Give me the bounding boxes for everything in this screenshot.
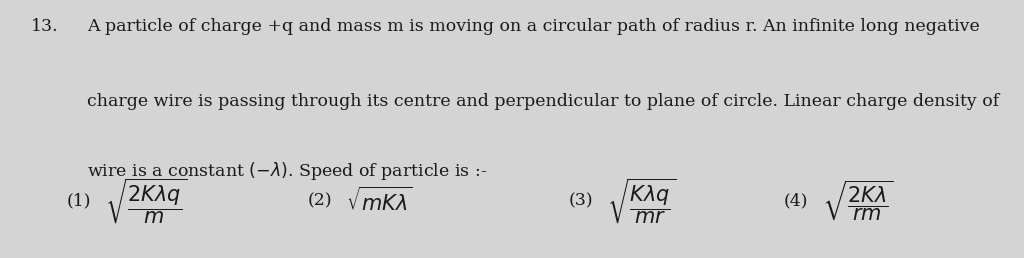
Text: wire is a constant $(-\lambda)$. Speed of particle is :-: wire is a constant $(-\lambda)$. Speed o… <box>87 160 487 182</box>
Text: charge wire is passing through its centre and perpendicular to plane of circle. : charge wire is passing through its centr… <box>87 93 999 110</box>
Text: 13.: 13. <box>31 18 58 35</box>
Text: $\sqrt{\dfrac{2K\lambda q}{m}}$: $\sqrt{\dfrac{2K\lambda q}{m}}$ <box>105 176 187 226</box>
Text: (1): (1) <box>67 193 91 210</box>
Text: (4): (4) <box>783 193 808 210</box>
Text: $\sqrt{mK\lambda}$: $\sqrt{mK\lambda}$ <box>346 187 412 215</box>
Text: $\sqrt{\dfrac{K\lambda q}{mr}}$: $\sqrt{\dfrac{K\lambda q}{mr}}$ <box>607 176 676 226</box>
Text: (3): (3) <box>568 193 593 210</box>
Text: $\sqrt{\dfrac{2K\lambda}{rm}}$: $\sqrt{\dfrac{2K\lambda}{rm}}$ <box>822 179 894 223</box>
Text: (2): (2) <box>307 193 332 210</box>
Text: A particle of charge +q and mass m is moving on a circular path of radius r. An : A particle of charge +q and mass m is mo… <box>87 18 980 35</box>
